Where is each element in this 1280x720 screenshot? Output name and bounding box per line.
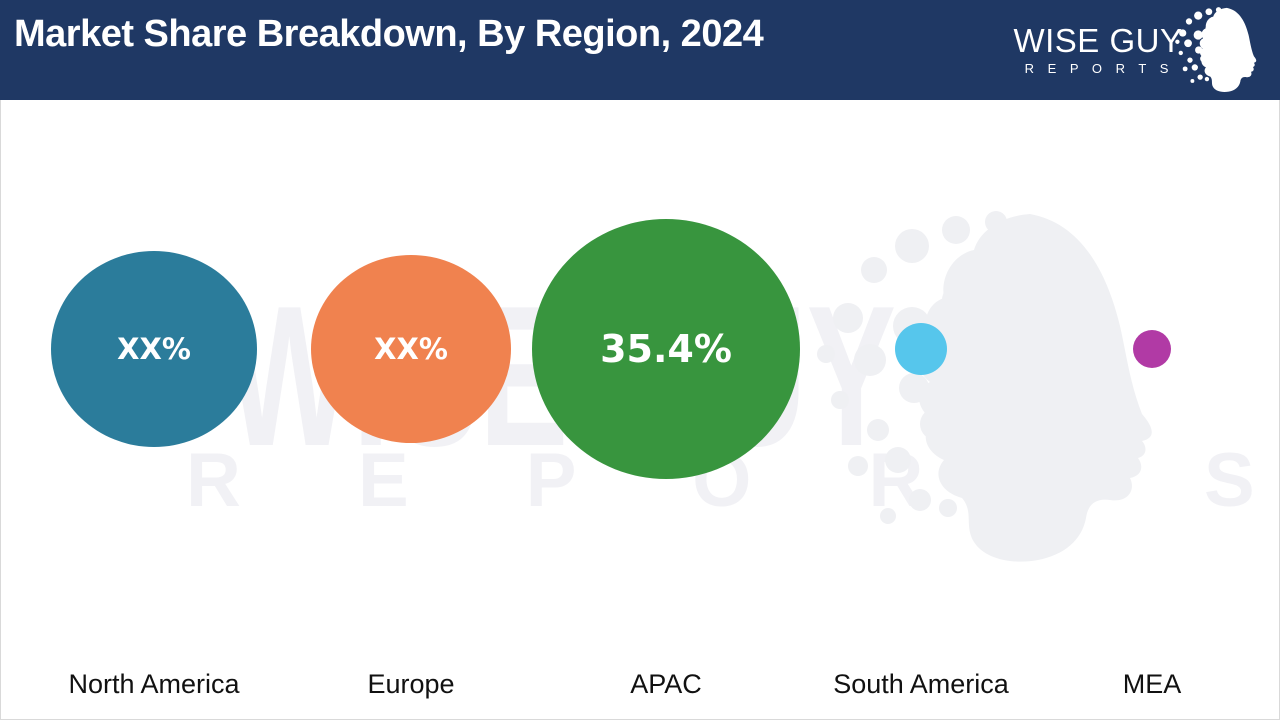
bubble-value: XX%: [374, 332, 448, 366]
category-label: APAC: [630, 669, 702, 699]
page-title: Market Share Breakdown, By Region, 2024: [14, 13, 764, 55]
bubble: XX%: [311, 255, 511, 443]
brand-logo: WISE GUY R E P O R T S: [1012, 0, 1262, 100]
brand-name: WISE GUY: [1013, 22, 1183, 59]
bubble: 35.4%: [532, 219, 800, 479]
bubble-value: 35.4%: [600, 327, 732, 371]
bubble-value: XX%: [117, 332, 191, 366]
bubble: [895, 323, 947, 375]
category-label: MEA: [1122, 669, 1182, 699]
watermark-face-icon: [812, 208, 1192, 568]
category-label: North America: [68, 669, 240, 699]
header-bar: Market Share Breakdown, By Region, 2024 …: [0, 0, 1280, 100]
bubble: XX%: [51, 251, 257, 447]
category-label: Europe: [367, 669, 455, 699]
brand-face-icon: [1174, 5, 1266, 95]
category-label: South America: [833, 669, 1009, 699]
bubble: [1133, 330, 1171, 368]
brand-tagline: R E P O R T S: [1024, 61, 1174, 76]
